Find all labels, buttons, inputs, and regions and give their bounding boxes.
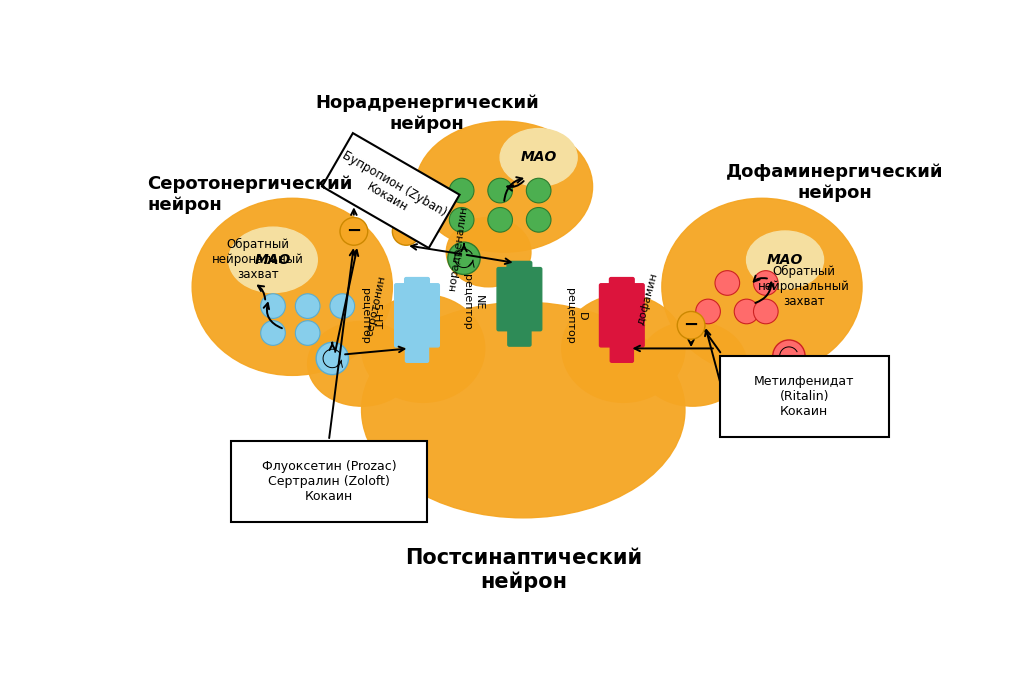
Circle shape — [295, 294, 319, 318]
FancyBboxPatch shape — [394, 284, 439, 347]
FancyBboxPatch shape — [609, 278, 634, 296]
Text: серотонин: серотонин — [365, 275, 387, 337]
Polygon shape — [323, 133, 460, 248]
Text: Бупропион (Zyban)
Кокаин: Бупропион (Zyban) Кокаин — [333, 149, 449, 232]
Ellipse shape — [307, 322, 416, 406]
Text: 5-HT
рецептор: 5-HT рецептор — [360, 288, 382, 344]
Ellipse shape — [228, 227, 317, 292]
Text: −: − — [684, 316, 698, 334]
Text: D
рецептор: D рецептор — [565, 288, 587, 344]
FancyBboxPatch shape — [507, 261, 531, 280]
Ellipse shape — [361, 302, 685, 518]
Circle shape — [295, 321, 319, 345]
Circle shape — [261, 321, 286, 345]
Circle shape — [526, 208, 551, 232]
Text: МАО: МАО — [255, 253, 291, 267]
Circle shape — [340, 217, 368, 245]
Circle shape — [487, 208, 512, 232]
Circle shape — [677, 311, 705, 339]
FancyBboxPatch shape — [599, 284, 644, 347]
Text: Постсинаптический
нейрон: Постсинаптический нейрон — [404, 548, 642, 592]
Circle shape — [316, 343, 348, 374]
FancyBboxPatch shape — [720, 356, 889, 437]
Circle shape — [734, 299, 759, 324]
Text: Обратный
нейрональный
захват: Обратный нейрональный захват — [212, 238, 303, 282]
Circle shape — [392, 217, 420, 245]
FancyBboxPatch shape — [508, 326, 531, 346]
Circle shape — [487, 178, 512, 203]
Text: Серотонергический
нейрон: Серотонергический нейрон — [147, 175, 353, 214]
Text: Норадренергический
нейрон: Норадренергический нейрон — [315, 94, 539, 133]
Text: Флуоксетин (Prozac)
Сертралин (Zoloft)
Кокаин: Флуоксетин (Prozac) Сертралин (Zoloft) К… — [261, 460, 396, 503]
Circle shape — [526, 178, 551, 203]
Ellipse shape — [361, 294, 484, 402]
Text: Метилфенидат
(Ritalin)
Кокаин: Метилфенидат (Ritalin) Кокаин — [754, 375, 855, 418]
FancyBboxPatch shape — [230, 441, 427, 522]
Text: МАО: МАО — [520, 150, 557, 165]
Circle shape — [715, 271, 739, 295]
Ellipse shape — [662, 198, 862, 375]
Text: −: − — [346, 222, 361, 240]
Circle shape — [773, 340, 805, 372]
Ellipse shape — [500, 129, 578, 186]
Circle shape — [447, 242, 480, 274]
Circle shape — [330, 294, 354, 318]
Circle shape — [450, 178, 474, 203]
Text: Дофаминергический
нейрон: Дофаминергический нейрон — [726, 163, 944, 202]
Circle shape — [754, 299, 778, 324]
FancyBboxPatch shape — [610, 343, 634, 362]
FancyBboxPatch shape — [497, 267, 542, 331]
Text: норадреналин: норадреналин — [446, 205, 469, 291]
Ellipse shape — [193, 198, 392, 375]
Text: −: − — [398, 222, 414, 240]
Text: Обратный
нейрональный
захват: Обратный нейрональный захват — [759, 265, 850, 309]
FancyBboxPatch shape — [404, 278, 429, 296]
Circle shape — [450, 208, 474, 232]
Circle shape — [261, 294, 286, 318]
Text: NE
рецептор: NE рецептор — [463, 274, 484, 330]
Circle shape — [754, 271, 778, 295]
Ellipse shape — [446, 217, 531, 287]
Ellipse shape — [562, 294, 685, 402]
Ellipse shape — [416, 121, 593, 252]
Text: МАО: МАО — [767, 253, 803, 267]
Ellipse shape — [639, 322, 746, 406]
FancyBboxPatch shape — [406, 343, 429, 362]
Ellipse shape — [746, 231, 823, 289]
Circle shape — [695, 299, 720, 324]
Text: дофамин: дофамин — [636, 271, 659, 326]
